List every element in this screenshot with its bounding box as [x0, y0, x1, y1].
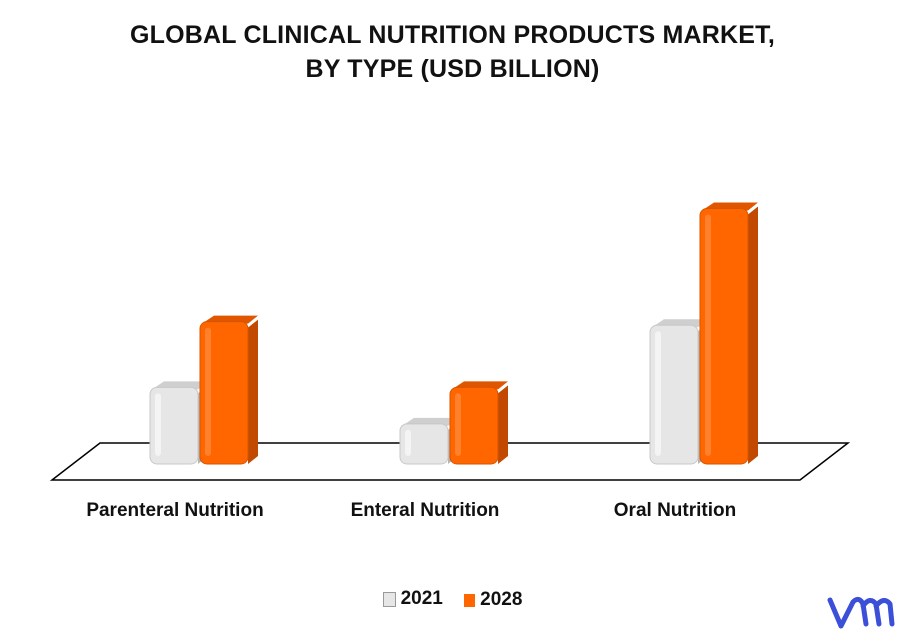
bar-highlight-2028-parenteral-nutrition — [205, 327, 211, 456]
bar-2028-enteral-nutrition — [449, 386, 499, 465]
category-label-oral-nutrition: Oral Nutrition — [614, 500, 736, 521]
chart-title-line-1: GLOBAL CLINICAL NUTRITION PRODUCTS MARKE… — [130, 21, 775, 49]
bar-2021-oral-nutrition — [649, 324, 699, 465]
legend-swatch-2028 — [464, 593, 476, 607]
chart-title: GLOBAL CLINICAL NUTRITION PRODUCTS MARKE… — [0, 18, 905, 86]
legend: 2021 2028 — [0, 588, 905, 613]
bar-highlight-2021-parenteral-nutrition — [155, 393, 161, 456]
bar-side-2028-oral-nutrition — [748, 206, 758, 464]
legend-label-2028: 2028 — [480, 589, 523, 610]
bar-2028-parenteral-nutrition — [199, 321, 249, 465]
category-labels: Parenteral Nutrition Enteral Nutrition Ora… — [86, 500, 736, 521]
bar-highlight-2021-enteral-nutrition — [405, 429, 411, 456]
vmr-logo-icon — [827, 596, 895, 629]
legend-label-2021: 2021 — [400, 588, 443, 609]
legend-item-2021: 2021 — [382, 588, 443, 610]
chart-title-line-2: BY TYPE (USD BILLION) — [305, 55, 600, 83]
legend-item-2028: 2028 — [464, 589, 522, 611]
bar-highlight-2028-oral-nutrition — [705, 214, 711, 456]
legend-swatch-2021 — [382, 591, 396, 607]
bar-2021-enteral-nutrition — [399, 423, 449, 465]
bar-chart: Parenteral Nutrition Enteral Nutrition Ora… — [49, 202, 851, 521]
bar-side-2028-parenteral-nutrition — [248, 319, 258, 464]
bar-2028-oral-nutrition — [699, 208, 749, 465]
category-label-parenteral-nutrition: Parenteral Nutrition — [86, 500, 263, 521]
bar-2021-parenteral-nutrition — [149, 386, 199, 465]
bar-side-2028-enteral-nutrition — [498, 385, 508, 464]
bar-highlight-2028-enteral-nutrition — [455, 393, 461, 456]
category-label-enteral-nutrition: Enteral Nutrition — [351, 500, 500, 521]
bar-highlight-2021-oral-nutrition — [655, 331, 661, 456]
bars-group — [149, 202, 758, 465]
